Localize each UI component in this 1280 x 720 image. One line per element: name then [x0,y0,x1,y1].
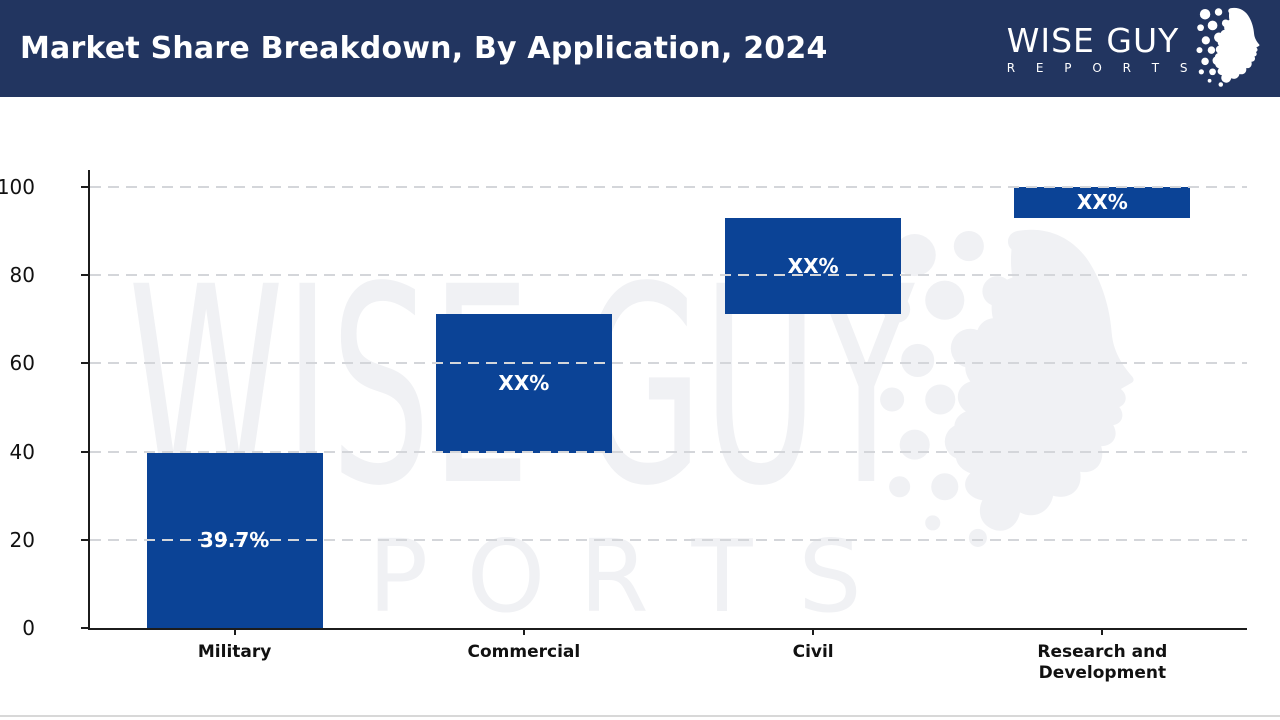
header: Market Share Breakdown, By Application, … [0,0,1280,97]
bar-commercial [435,314,612,453]
bar-value-label: XX% [498,371,550,396]
x-axis-category-label: Research and Development [1037,642,1168,683]
y-axis-tick-label: 100 [0,175,35,199]
gridline [90,186,1247,188]
footer-divider [0,715,1280,717]
x-axis-category-label: Military [197,642,272,662]
y-axis-tick-label: 0 [22,616,35,640]
plot-area: 0 20 40 60 80 100 39.7% Military XX% Commercial XX… [0,170,1247,683]
x-axis-category-label: Commercial [467,642,581,662]
y-axis-tick-label: 40 [9,439,35,464]
y-axis-tick [81,450,88,453]
y-axis-tick [81,274,88,277]
y-axis-tick-label: 80 [9,263,35,288]
brand-logo: WISE GUY R E P O R T S [1007,4,1274,94]
bar-value-label: 39.7% [199,528,270,553]
logo-head-icon [1196,7,1260,87]
x-axis-category-label: Civil [792,642,834,662]
logo-wordmark: WISE GUY [1006,20,1180,60]
bar-value-label: XX% [787,253,839,278]
gridline [90,362,1247,365]
gridline [90,450,1247,453]
y-axis-tick-label: 20 [9,527,35,552]
x-axis-tick [233,628,236,635]
x-axis-tick [1101,628,1104,635]
x-axis-tick [812,628,815,635]
y-axis-tick-label: 60 [9,351,35,376]
page-title: Market Share Breakdown, By Application, … [20,31,828,66]
bar-civil [725,217,902,314]
bar-research-and-development [1014,187,1191,218]
gridline [90,538,1247,541]
bar-value-label: XX% [1076,190,1128,215]
y-axis-tick [81,627,88,629]
y-axis-tick [81,362,88,365]
logo-subtext: R E P O R T S [1006,60,1196,75]
x-axis-tick [522,628,525,635]
y-axis-tick [81,186,88,188]
brand-logo-text: WISE GUY R E P O R T S [1006,20,1196,75]
y-axis-tick [81,538,88,541]
gridline [90,274,1247,277]
